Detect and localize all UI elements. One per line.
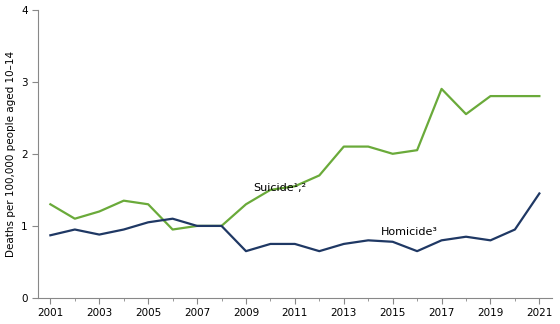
- Text: Suicide¹,²: Suicide¹,²: [253, 183, 306, 193]
- Text: Homicide³: Homicide³: [380, 226, 437, 237]
- Y-axis label: Deaths per 100,000 people aged 10–14: Deaths per 100,000 people aged 10–14: [6, 51, 16, 257]
